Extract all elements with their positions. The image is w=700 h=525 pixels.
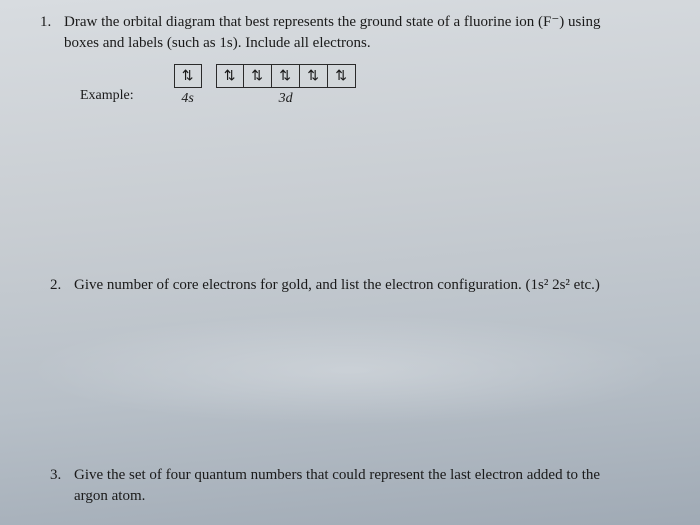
orbital-box: ⇅ (216, 64, 244, 88)
orbital-4s-label: 4s (181, 91, 193, 107)
orbital-box: ⇅ (244, 64, 272, 88)
example-label: Example: (80, 88, 134, 104)
q1-body: Draw the orbital diagram that best repre… (64, 12, 660, 54)
q1-line2: boxes and labels (such as 1s). Include a… (64, 35, 371, 51)
q2-number: 2. (50, 275, 74, 296)
orbital-4s: ⇅ 4s (174, 64, 202, 107)
q2-body: Give number of core electrons for gold, … (74, 275, 650, 296)
q1-number: 1. (40, 12, 64, 54)
q3-number: 3. (50, 465, 74, 507)
orbital-box: ⇅ (300, 64, 328, 88)
orbital-box: ⇅ (328, 64, 356, 88)
orbital-3d: ⇅ ⇅ ⇅ ⇅ ⇅ 3d (216, 64, 356, 107)
orbital-box: ⇅ (272, 64, 300, 88)
example-row: Example: ⇅ 4s ⇅ ⇅ ⇅ ⇅ ⇅ 3d (80, 64, 660, 107)
q2-text: 2. Give number of core electrons for gol… (50, 275, 650, 296)
orbital-3d-boxes: ⇅ ⇅ ⇅ ⇅ ⇅ (216, 64, 356, 88)
q3-line1: Give the set of four quantum numbers tha… (74, 467, 600, 483)
question-1: 1. Draw the orbital diagram that best re… (40, 12, 660, 107)
q3-line2: argon atom. (74, 488, 145, 504)
orbital-3d-label: 3d (279, 91, 293, 107)
q3-text: 3. Give the set of four quantum numbers … (50, 465, 650, 507)
worksheet-page: 1. Draw the orbital diagram that best re… (10, 0, 690, 525)
orbital-box: ⇅ (174, 64, 202, 88)
q3-body: Give the set of four quantum numbers tha… (74, 465, 650, 507)
orbital-4s-boxes: ⇅ (174, 64, 202, 88)
question-3: 3. Give the set of four quantum numbers … (50, 465, 650, 507)
q1-line1: Draw the orbital diagram that best repre… (64, 14, 601, 30)
q1-text: 1. Draw the orbital diagram that best re… (40, 12, 660, 54)
question-2: 2. Give number of core electrons for gol… (50, 275, 650, 296)
